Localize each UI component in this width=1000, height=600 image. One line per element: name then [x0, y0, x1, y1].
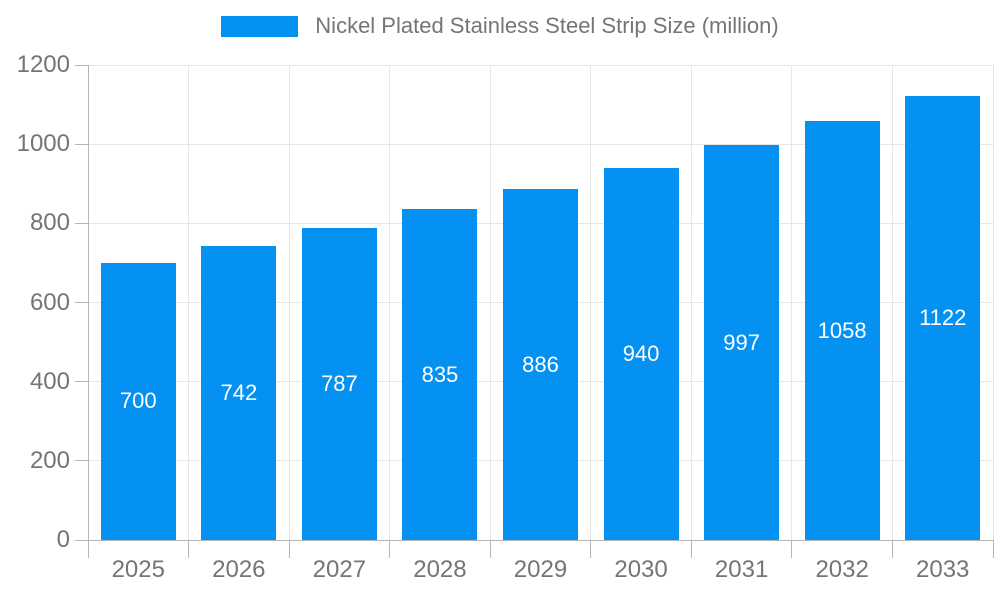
bar[interactable]: 787: [301, 228, 377, 540]
x-tick-mark: [389, 540, 391, 558]
bar-value-label: 742: [220, 380, 258, 406]
v-gridline: [590, 65, 592, 540]
bar[interactable]: 940: [603, 167, 679, 540]
x-tick-mark: [489, 540, 491, 558]
bar-value-label: 1122: [919, 304, 967, 330]
bar-value-label: 787: [321, 371, 358, 397]
x-tick-mark: [791, 540, 793, 558]
bar-value-label: 835: [421, 361, 459, 387]
h-gridline: [88, 143, 993, 145]
x-axis-tick-label: 2032: [815, 556, 869, 583]
legend-label: Nickel Plated Stainless Steel Strip Size…: [315, 13, 779, 38]
x-tick-mark: [891, 540, 893, 558]
v-gridline: [891, 65, 893, 540]
plot-area: 700 742 787 835 886 940 997 1058 1122: [88, 64, 994, 540]
v-gridline: [791, 65, 793, 540]
bar[interactable]: 886: [503, 189, 578, 540]
bar[interactable]: 1058: [804, 121, 880, 540]
x-axis-tick-label: 2026: [212, 556, 266, 583]
y-axis-tick-label: 800: [29, 209, 70, 237]
y-tick-mark: [75, 539, 88, 541]
x-tick-mark: [590, 540, 592, 558]
v-gridline: [188, 65, 190, 540]
x-tick-mark: [288, 540, 290, 558]
y-axis-line: [87, 65, 89, 540]
bar-value-label: 940: [622, 340, 660, 366]
y-axis-tick-label: 0: [56, 526, 70, 553]
legend-swatch-icon: [221, 15, 299, 37]
y-axis-tick-label: 400: [29, 367, 70, 395]
bar[interactable]: 700: [100, 262, 176, 540]
x-axis-tick-label: 2025: [111, 556, 165, 583]
x-tick-mark: [87, 540, 89, 558]
y-tick-mark: [75, 64, 88, 66]
bar-value-label: 997: [723, 329, 760, 355]
legend[interactable]: Nickel Plated Stainless Steel Strip Size…: [0, 13, 1000, 39]
y-tick-mark: [75, 143, 88, 145]
x-axis-tick-label: 2027: [312, 556, 367, 583]
v-gridline: [992, 65, 994, 540]
bar-value-label: 700: [119, 388, 157, 414]
v-gridline: [690, 65, 692, 540]
y-axis-tick-label: 1200: [16, 51, 70, 78]
bar-value-label: 1058: [817, 317, 867, 343]
bar[interactable]: 835: [402, 209, 478, 540]
bar[interactable]: 1122: [905, 95, 981, 540]
x-tick-mark: [992, 540, 994, 558]
x-tick-mark: [188, 540, 190, 558]
bar[interactable]: 997: [704, 145, 780, 540]
v-gridline: [288, 65, 290, 540]
x-axis-tick-label: 2028: [413, 556, 467, 583]
x-axis-line: [88, 539, 993, 541]
x-tick-mark: [690, 540, 692, 558]
y-tick-mark: [75, 222, 88, 224]
x-axis-tick-label: 2030: [614, 556, 668, 583]
y-tick-mark: [75, 381, 88, 383]
x-axis-tick-label: 2033: [916, 556, 970, 583]
y-axis-tick-label: 600: [29, 288, 70, 316]
h-gridline: [88, 64, 993, 66]
bar-value-label: 886: [522, 351, 559, 377]
y-axis-tick-label: 1000: [16, 130, 70, 158]
bar[interactable]: 742: [201, 246, 277, 540]
v-gridline: [389, 65, 391, 540]
x-axis-tick-label: 2031: [714, 556, 769, 583]
v-gridline: [489, 65, 491, 540]
y-tick-mark: [75, 460, 88, 462]
y-axis-tick-label: 200: [29, 446, 70, 474]
y-tick-mark: [75, 302, 88, 303]
x-axis-tick-label: 2029: [513, 556, 568, 583]
